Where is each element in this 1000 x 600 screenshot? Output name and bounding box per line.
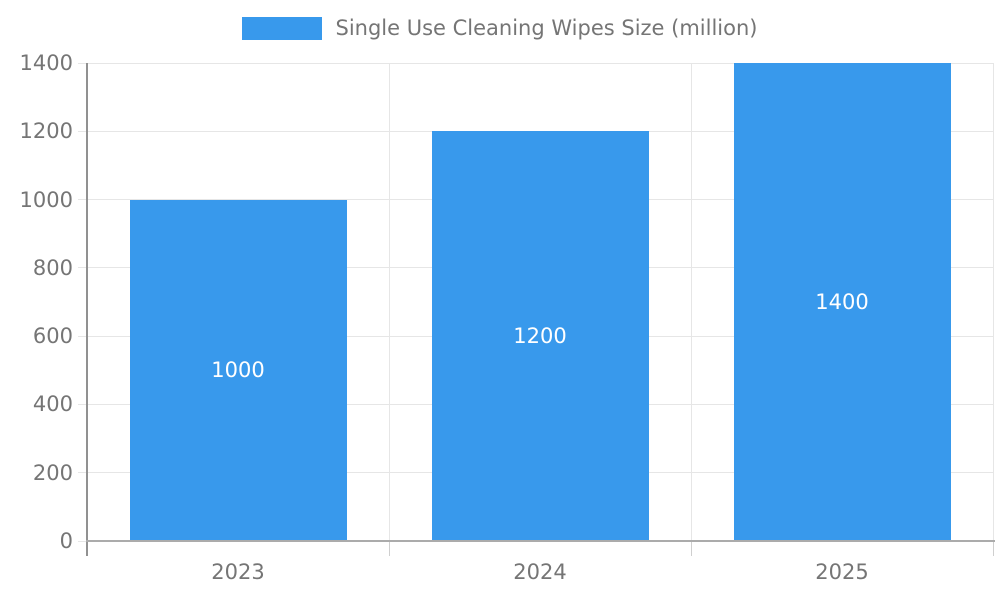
y-axis-tick — [78, 403, 87, 405]
x-axis-tick — [690, 541, 692, 556]
y-axis-tick-label: 1200 — [19, 119, 73, 144]
gridline-horizontal — [87, 62, 993, 64]
x-axis-tick — [992, 541, 994, 556]
y-axis-line — [86, 63, 88, 556]
y-axis-tick-label: 0 — [59, 529, 73, 553]
legend-swatch-icon[interactable] — [242, 16, 323, 40]
bar-value-label: 1000 — [211, 357, 265, 382]
bar[interactable]: 1200 — [431, 131, 649, 540]
legend-label[interactable]: Single Use Cleaning Wipes Size (million) — [335, 16, 758, 40]
y-axis-tick-label: 1400 — [19, 51, 73, 75]
x-axis-label: 2025 — [815, 560, 869, 584]
legend: Single Use Cleaning Wipes Size (million) — [0, 15, 1000, 41]
x-axis-label: 2023 — [211, 560, 265, 584]
y-axis-tick — [78, 199, 87, 201]
y-axis-tick — [78, 540, 87, 542]
y-axis-tick-label: 800 — [32, 255, 73, 280]
y-axis-tick-label: 200 — [32, 460, 73, 485]
y-axis-tick-label: 600 — [32, 324, 73, 349]
y-axis-tick — [78, 472, 87, 474]
y-axis-tick-label: 1000 — [19, 187, 73, 212]
x-axis-tick — [388, 541, 390, 556]
y-axis-tick — [78, 130, 87, 132]
bar-value-label: 1200 — [513, 323, 567, 348]
x-axis-label: 2024 — [513, 560, 567, 584]
y-axis-tick — [78, 267, 87, 269]
bar[interactable]: 1000 — [129, 199, 347, 540]
x-axis-line — [86, 540, 995, 542]
gridline-vertical — [690, 63, 692, 541]
y-axis-tick — [78, 62, 87, 64]
y-axis-tick — [78, 335, 87, 337]
gridline-vertical — [388, 63, 390, 541]
y-axis-tick-label: 400 — [32, 392, 73, 417]
bar-value-label: 1400 — [815, 289, 869, 314]
bar[interactable]: 1400 — [733, 63, 951, 540]
gridline-vertical — [992, 63, 994, 541]
